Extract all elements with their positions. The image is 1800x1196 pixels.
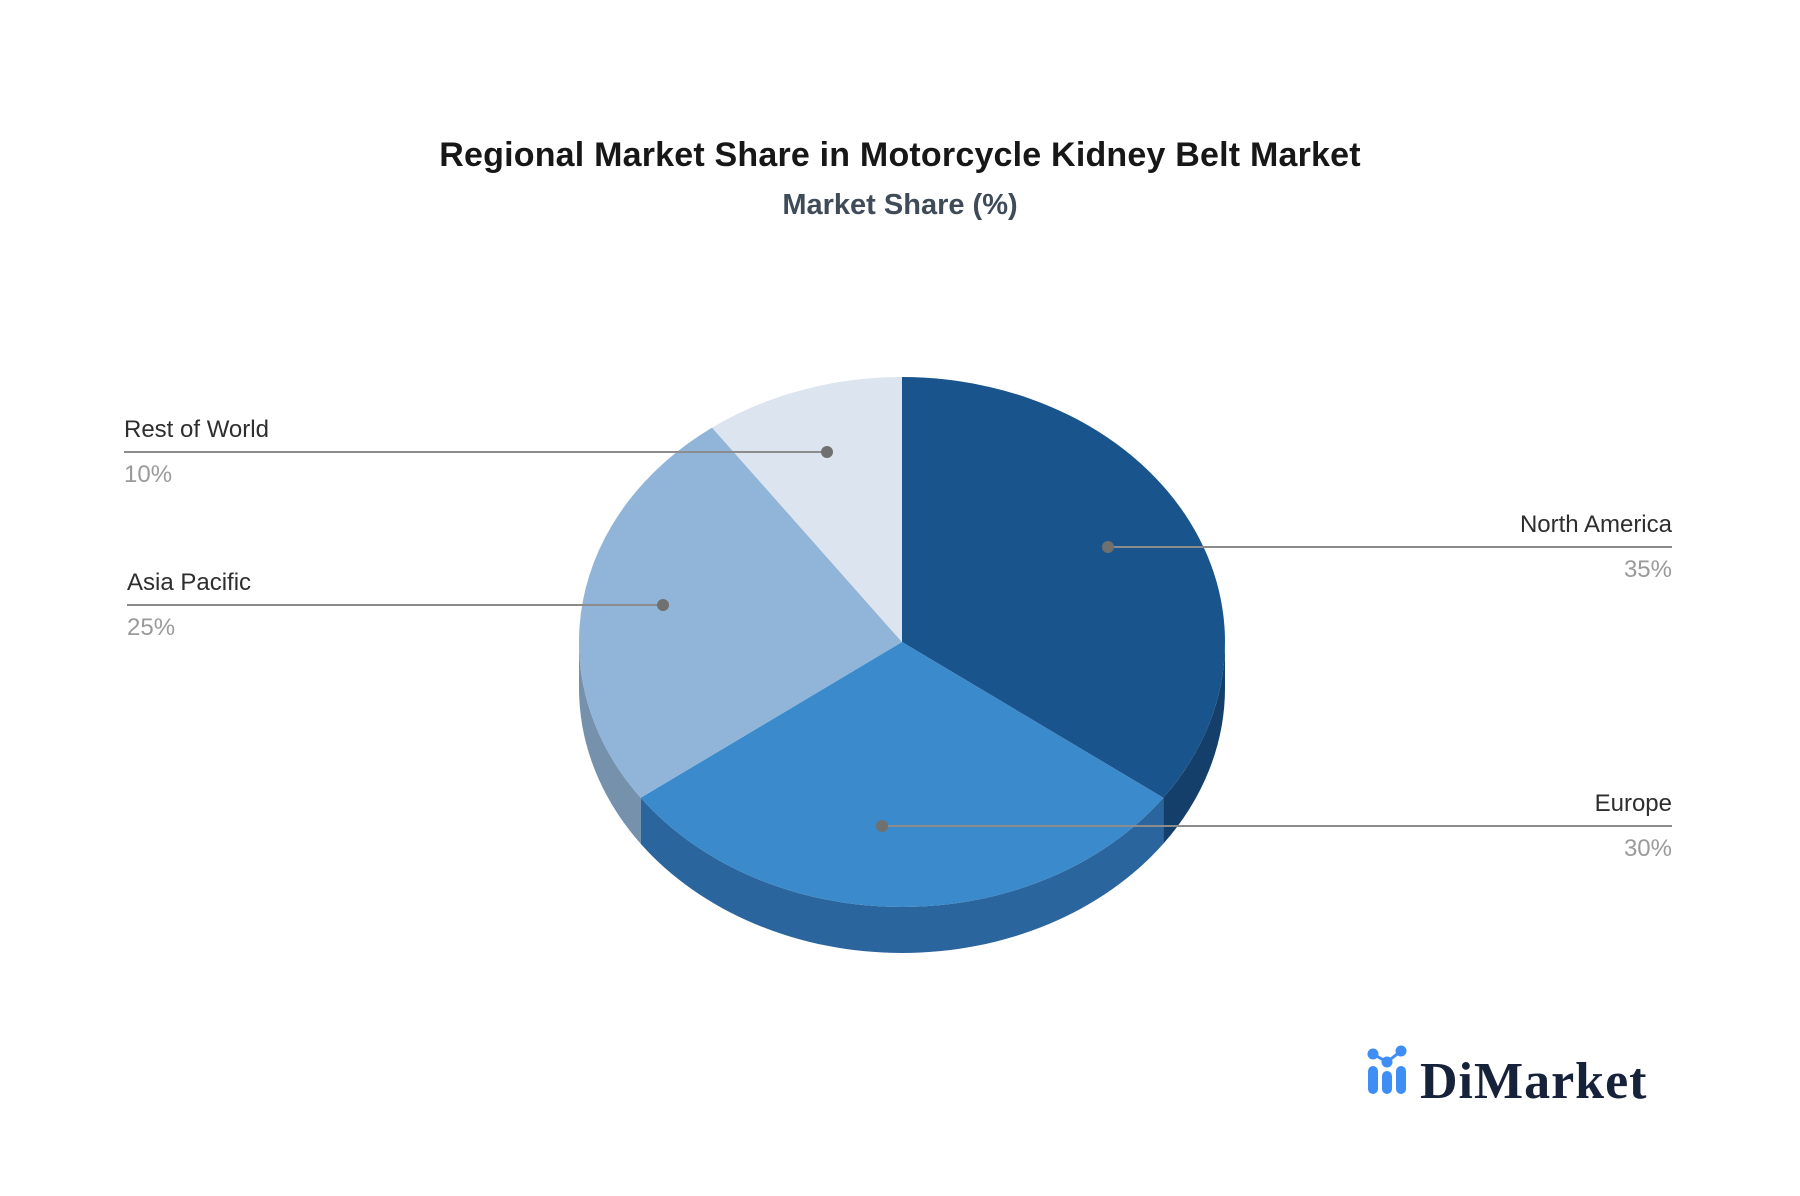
label-rest-of-world: Rest of World xyxy=(124,416,269,443)
chart-title: Regional Market Share in Motorcycle Kidn… xyxy=(439,136,1361,174)
chart-subtitle: Market Share (%) xyxy=(782,189,1018,221)
leader-dot-asia-pacific xyxy=(657,599,669,611)
brand-wordmark: DiMarket xyxy=(1420,1053,1648,1110)
leader-dot-rest-of-world xyxy=(821,446,833,458)
label-europe: Europe xyxy=(1594,790,1672,817)
pie-slice-europe-depth xyxy=(640,797,1164,953)
pie-slice-europe[interactable] xyxy=(640,642,1164,907)
pie-slice-rest-of-world[interactable] xyxy=(712,377,902,642)
leader-dot-europe xyxy=(876,820,888,832)
pie-slice-asia-pacific[interactable] xyxy=(578,427,902,798)
label-north-america: North America xyxy=(1519,511,1672,538)
pie-slice-north-america[interactable] xyxy=(902,377,1225,798)
bar-chart-trend-icon xyxy=(1367,1045,1407,1094)
pie-slice-asia-pacific-depth xyxy=(579,642,641,844)
leader-dot-north-america xyxy=(1102,541,1114,553)
value-north-america: 35% xyxy=(1623,556,1672,583)
value-europe: 30% xyxy=(1623,835,1672,862)
value-rest-of-world: 10% xyxy=(124,461,173,488)
label-asia-pacific: Asia Pacific xyxy=(127,569,252,596)
pie-slice-north-america-depth xyxy=(1163,642,1225,844)
value-asia-pacific: 25% xyxy=(127,614,176,641)
